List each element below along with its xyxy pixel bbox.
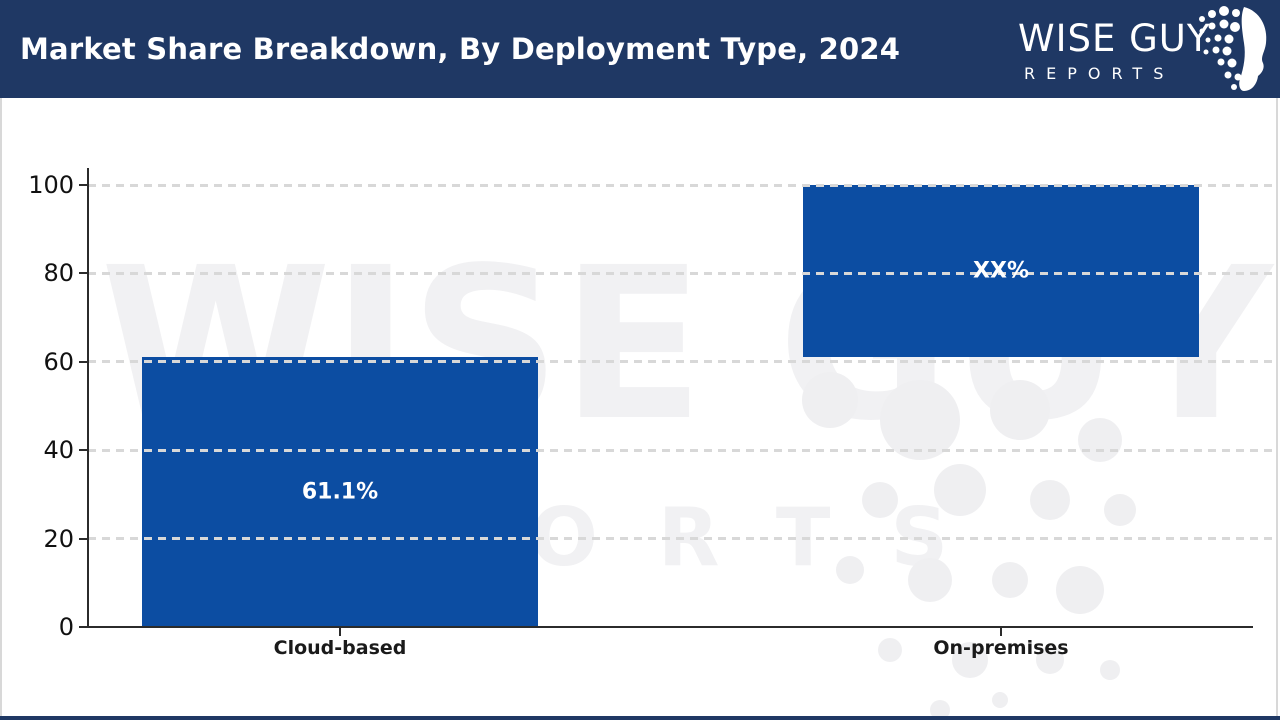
logo-line1: WISE GUY [1018, 17, 1210, 60]
logo-line2: REPORTS [1024, 64, 1174, 83]
bar-cloud-based [142, 356, 538, 627]
bar-value-label: 61.1% [301, 479, 379, 505]
y-tick [79, 272, 87, 275]
gridline [88, 448, 1276, 452]
logo-face-icon [1199, 6, 1267, 91]
bar-value-label: XX% [973, 258, 1029, 284]
gridline [88, 271, 1276, 275]
y-tick [79, 626, 87, 628]
category-label-on-premises: On-premises [933, 637, 1069, 659]
y-tick-label: 80 [43, 259, 74, 288]
gridline [88, 183, 1276, 187]
y-tick [79, 537, 87, 540]
x-tick [1000, 628, 1002, 636]
x-axis [87, 626, 1253, 628]
y-tick-label: 20 [43, 524, 74, 553]
y-tick [79, 449, 87, 452]
y-tick-label: 40 [43, 436, 74, 465]
x-tick [339, 628, 341, 636]
y-tick [79, 184, 87, 186]
y-tick-label: 60 [43, 347, 74, 376]
header-banner: Market Share Breakdown, By Deployment Ty… [0, 0, 1280, 98]
y-tick-label: 0 [58, 613, 74, 641]
category-label-cloud-based: Cloud-based [273, 637, 407, 659]
bar-on-premises [803, 185, 1199, 357]
y-tick-label: 100 [28, 171, 74, 199]
page-title: Market Share Breakdown, By Deployment Ty… [20, 32, 901, 66]
gridline [88, 537, 1276, 541]
gridline [88, 360, 1276, 364]
y-tick [79, 360, 87, 363]
footer-bar [0, 716, 1280, 720]
y-axis [87, 168, 89, 628]
logo: WISE GUY REPORTS [1016, 5, 1272, 93]
wise-guy-logo-icon: WISE GUY REPORTS [1018, 6, 1267, 91]
